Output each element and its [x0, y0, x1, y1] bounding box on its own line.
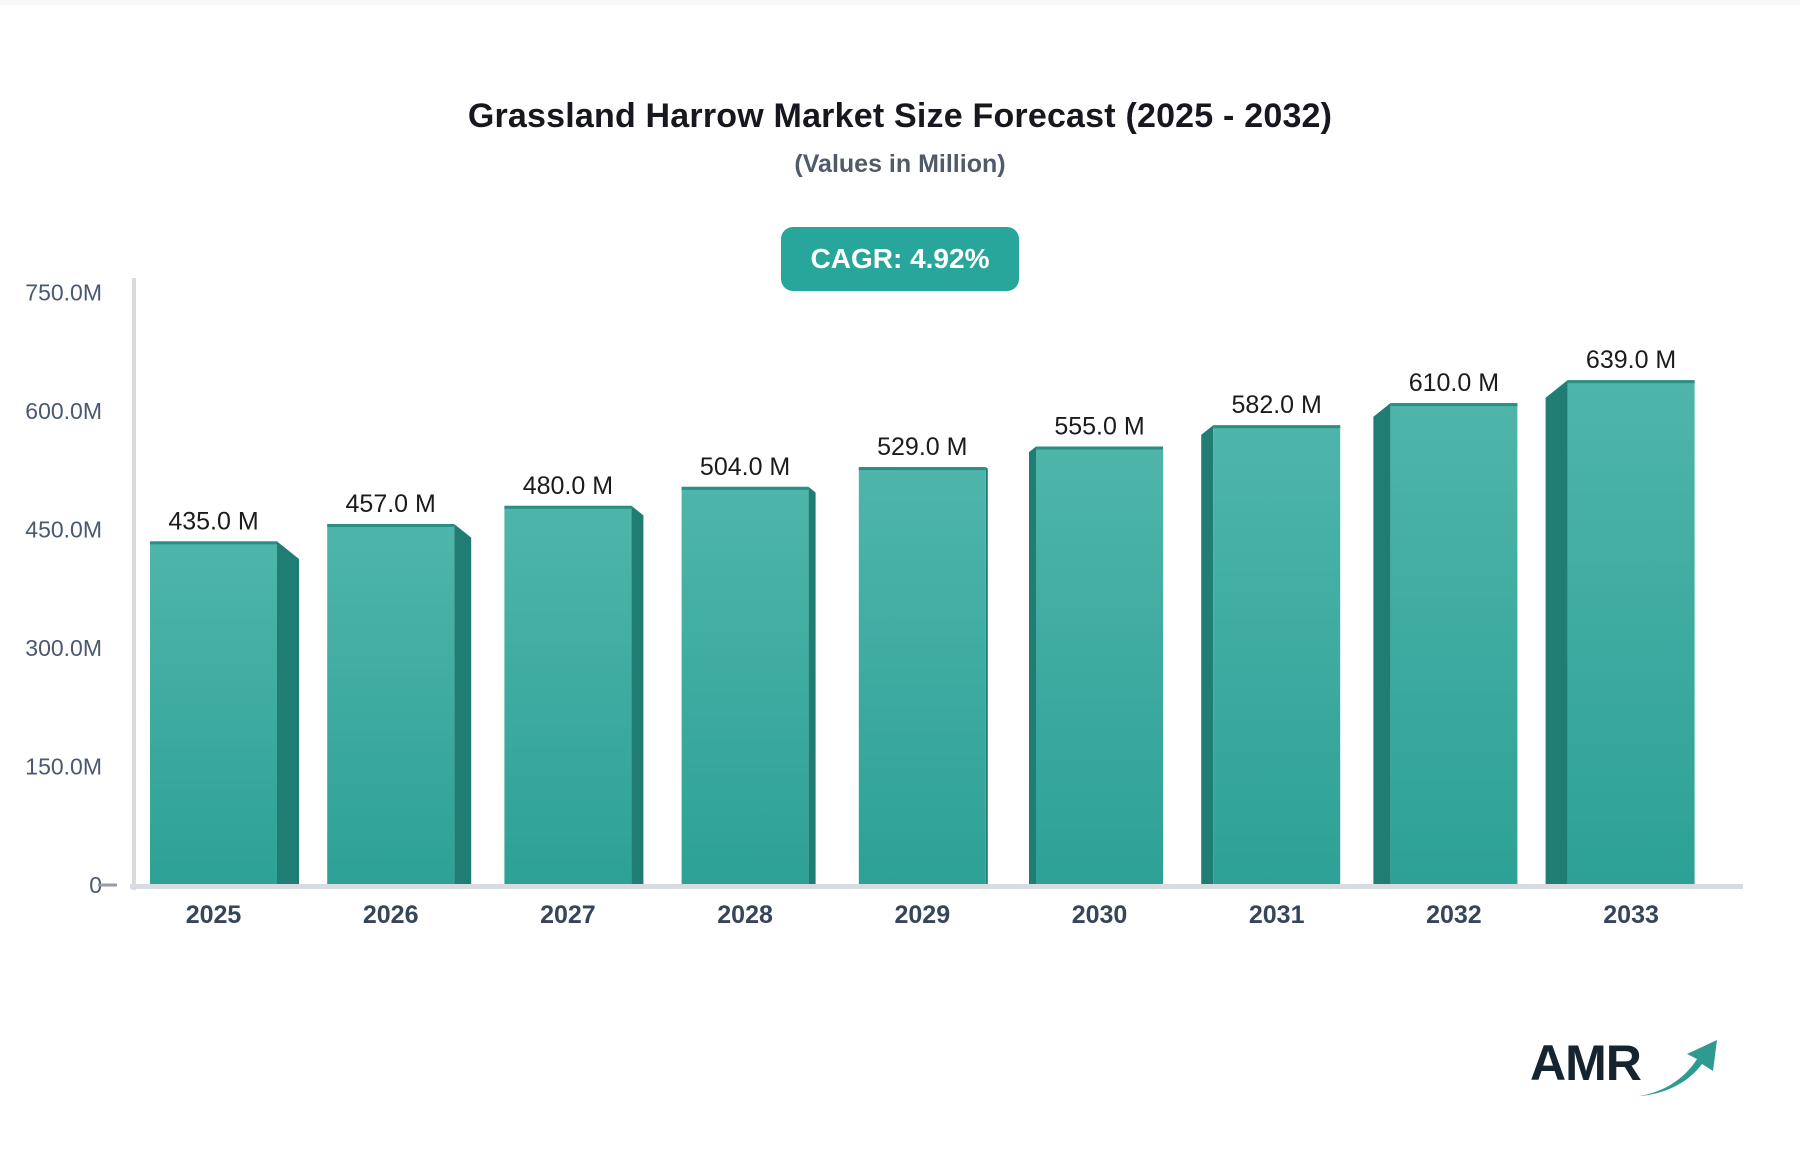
bar-value-label: 529.0 M — [877, 433, 967, 461]
y-axis-label-600.0M: 600.0M — [25, 398, 102, 424]
bar-value-label: 504.0 M — [700, 453, 790, 481]
y-axis-line — [132, 278, 136, 890]
bar-2033[interactable]: 639.0 M — [1545, 346, 1695, 885]
bar-value-label: 435.0 M — [168, 507, 258, 535]
bar-value-label: 610.0 M — [1409, 369, 1499, 397]
bar-2026[interactable]: 457.0 M — [327, 490, 472, 885]
bar-side-face — [1545, 380, 1568, 885]
cagr-badge: CAGR: 4.92% — [780, 227, 1020, 291]
bar-front-face — [681, 486, 809, 885]
y-axis-label-300.0M: 300.0M — [25, 635, 102, 661]
x-axis-label-2032: 2032 — [1426, 901, 1482, 929]
bar-top-edge — [681, 486, 809, 490]
bar-2027[interactable]: 480.0 M — [504, 472, 644, 885]
bar-side-face — [277, 541, 299, 885]
bar-2028[interactable]: 504.0 M — [681, 453, 816, 885]
bar-value-label: 457.0 M — [346, 490, 436, 518]
y-axis-label-150.0M: 150.0M — [25, 754, 102, 780]
bar-2029[interactable]: 529.0 M — [858, 433, 988, 885]
bar-value-label: 555.0 M — [1054, 413, 1144, 441]
x-axis-label-2033: 2033 — [1603, 901, 1659, 929]
page-top-strip — [0, 0, 1800, 5]
bar-top-edge — [1213, 425, 1341, 429]
bar-value-label: 639.0 M — [1586, 346, 1676, 374]
x-axis-label-2030: 2030 — [1072, 901, 1128, 929]
bar-top-edge — [327, 523, 455, 527]
y-axis-label-450.0M: 450.0M — [25, 517, 102, 543]
bar-side-face — [985, 467, 988, 885]
bar-front-face — [1036, 446, 1163, 885]
bar-value-label: 582.0 M — [1232, 391, 1322, 419]
bar-side-face — [1029, 446, 1036, 885]
y-axis-label-750.0M: 750.0M — [25, 280, 102, 306]
growth-arrow-icon — [1638, 1040, 1717, 1096]
bar-front-face — [858, 467, 986, 885]
bar-front-face — [150, 541, 277, 885]
bar-2032[interactable]: 610.0 M — [1373, 369, 1518, 885]
bar-front-face — [327, 523, 455, 885]
bar-side-face — [454, 523, 472, 885]
x-axis-line — [130, 884, 1743, 889]
bar-top-edge — [1390, 403, 1518, 407]
bar-top-edge — [150, 541, 277, 545]
x-axis-label-2026: 2026 — [363, 901, 419, 929]
bar-front-face — [1567, 380, 1695, 885]
bar-front-face — [1390, 403, 1518, 885]
bar-front-face — [1213, 425, 1341, 885]
chart-header: Grassland Harrow Market Size Forecast (2… — [0, 0, 1800, 291]
bar-side-face — [1373, 403, 1391, 885]
amr-logo: AMR — [1530, 1032, 1723, 1100]
chart-title: Grassland Harrow Market Size Forecast (2… — [467, 97, 1333, 135]
bar-side-face — [631, 505, 644, 885]
bar-side-face — [1201, 425, 1214, 885]
x-axis-label-2029: 2029 — [894, 901, 950, 929]
bar-value-label: 480.0 M — [523, 472, 613, 500]
bar-2031[interactable]: 582.0 M — [1201, 391, 1341, 885]
x-axis-label-2027: 2027 — [540, 901, 596, 929]
chart-subtitle: (Values in Million) — [794, 150, 1006, 178]
bar-top-edge — [504, 505, 632, 509]
y-axis-label-0: 0 — [89, 872, 102, 898]
x-axis-label-2028: 2028 — [717, 901, 773, 929]
bar-2030[interactable]: 555.0 M — [1029, 413, 1163, 885]
bar-top-edge — [858, 467, 986, 471]
bar-front-face — [504, 505, 632, 885]
bar-2025[interactable]: 435.0 M — [150, 507, 299, 885]
bar-top-edge — [1036, 446, 1163, 450]
bar-side-face — [808, 486, 816, 885]
x-axis-label-2025: 2025 — [186, 901, 242, 929]
amr-logo-text: AMR — [1530, 1035, 1642, 1091]
x-axis-label-2031: 2031 — [1249, 901, 1305, 929]
bar-top-edge — [1567, 380, 1695, 384]
